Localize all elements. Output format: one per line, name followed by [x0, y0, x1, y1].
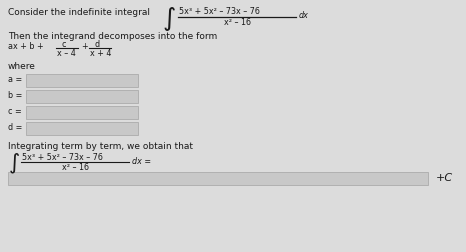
FancyBboxPatch shape [26, 74, 138, 87]
Text: x + 4: x + 4 [90, 49, 111, 58]
Text: ax + b +: ax + b + [8, 42, 44, 51]
Text: d =: d = [8, 123, 22, 132]
Text: 5x³ + 5x² – 73x – 76: 5x³ + 5x² – 73x – 76 [179, 7, 260, 16]
Text: Then the integrand decomposes into the form: Then the integrand decomposes into the f… [8, 32, 217, 41]
Text: x² – 16: x² – 16 [224, 18, 251, 27]
FancyBboxPatch shape [26, 122, 138, 135]
Text: +: + [81, 42, 88, 51]
Text: x – 4: x – 4 [57, 49, 76, 58]
Text: dx =: dx = [132, 157, 151, 166]
Text: 5x³ + 5x² – 73x – 76: 5x³ + 5x² – 73x – 76 [22, 153, 103, 162]
Text: dx: dx [299, 11, 309, 20]
Text: b =: b = [8, 91, 22, 100]
Text: $\int$: $\int$ [162, 5, 176, 33]
Text: Integrating term by term, we obtain that: Integrating term by term, we obtain that [8, 142, 193, 151]
Text: x² – 16: x² – 16 [62, 163, 89, 172]
Text: $\int$: $\int$ [8, 152, 20, 176]
FancyBboxPatch shape [8, 172, 428, 185]
Text: where: where [8, 62, 36, 71]
FancyBboxPatch shape [26, 90, 138, 103]
Text: c =: c = [8, 107, 22, 116]
Text: a =: a = [8, 75, 22, 84]
Text: d: d [95, 40, 100, 49]
Text: c: c [62, 40, 66, 49]
Text: +C: +C [436, 173, 453, 183]
Text: Consider the indefinite integral: Consider the indefinite integral [8, 8, 150, 17]
FancyBboxPatch shape [26, 106, 138, 119]
